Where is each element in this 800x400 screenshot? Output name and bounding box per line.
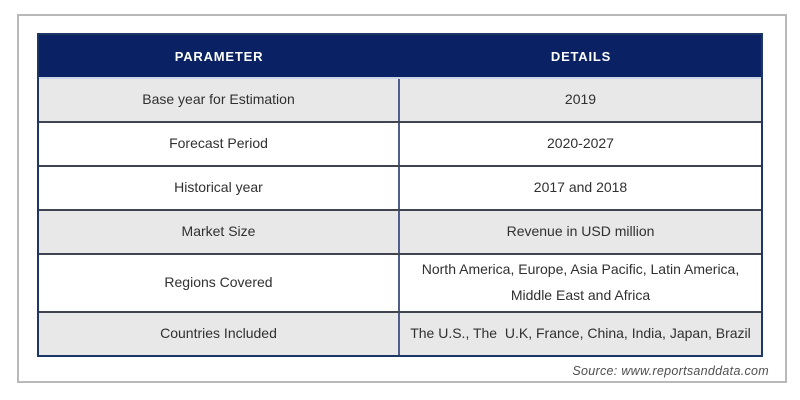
details-cell: The U.S., The U.K, France, China, India,… (410, 324, 751, 341)
table-row: Countries Included The U.S., The U.K, Fr… (39, 312, 761, 355)
details-cell: North America, Europe, Asia Pacific, Lat… (421, 261, 744, 303)
parameter-cell: Regions Covered (39, 255, 400, 311)
content-frame: PARAMETER DETAILS Base year for Estimati… (17, 14, 787, 383)
source-attribution: Source: www.reportsanddata.com (572, 364, 769, 378)
parameter-cell: Base year for Estimation (39, 79, 400, 121)
column-header-details: DETAILS (550, 48, 612, 64)
details-cell: 2020-2027 (547, 135, 614, 152)
parameter-cell: Market Size (39, 211, 400, 253)
table-body: Base year for Estimation 2019 Forecast P… (39, 79, 761, 355)
table-row: Regions Covered North America, Europe, A… (39, 255, 761, 313)
table-row: Base year for Estimation 2019 (39, 79, 761, 123)
details-cell: Revenue in USD million (506, 223, 655, 240)
details-cell: 2019 (564, 91, 597, 108)
market-scope-table: PARAMETER DETAILS Base year for Estimati… (37, 33, 763, 357)
table-header-row: PARAMETER DETAILS (39, 35, 761, 79)
parameter-cell: Countries Included (39, 312, 400, 355)
table-row: Market Size Revenue in USD million (39, 211, 761, 255)
table-row: Historical year 2017 and 2018 (39, 167, 761, 211)
parameter-cell: Historical year (39, 167, 400, 209)
column-header-parameter: PARAMETER (39, 35, 401, 77)
details-cell: 2017 and 2018 (533, 179, 628, 196)
table-row: Forecast Period 2020-2027 (39, 123, 761, 167)
parameter-cell: Forecast Period (39, 123, 400, 165)
